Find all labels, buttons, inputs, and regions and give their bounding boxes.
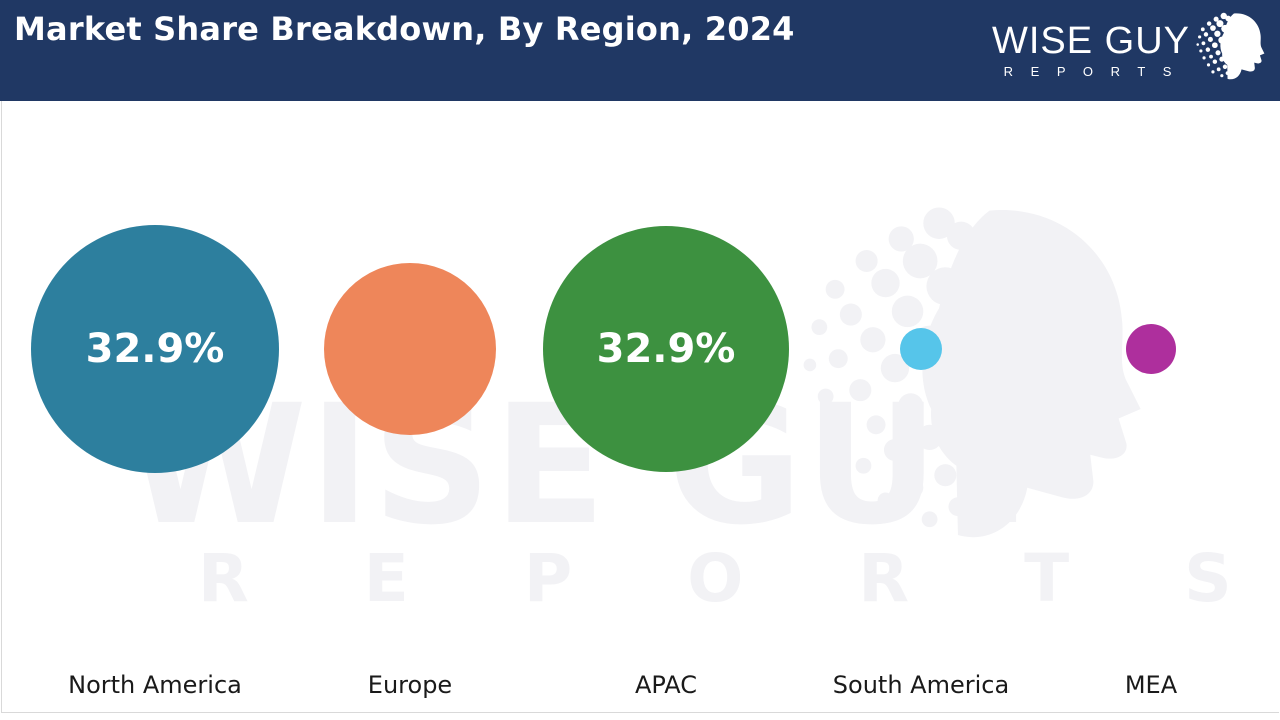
page-title: Market Share Breakdown, By Region, 2024 (14, 10, 795, 48)
bubble-europe (324, 263, 496, 435)
bubble-value-apac: 32.9% (596, 326, 736, 372)
bubble-value-north-america: 32.9% (85, 326, 225, 372)
header: Market Share Breakdown, By Region, 2024 … (0, 0, 1280, 101)
category-label-europe: Europe (367, 671, 453, 699)
wiseguy-head-icon (1196, 12, 1265, 80)
wiseguy-logo: WISE GUY R E P O R T S (992, 4, 1272, 94)
watermark-head-icon (803, 207, 1141, 538)
bubble-north-america: 32.9% (31, 225, 279, 473)
bubble-mea (1126, 324, 1176, 374)
logo-wordmark: WISE GUY (991, 19, 1190, 62)
logo-subtitle: R E P O R T S (1003, 63, 1179, 79)
bubble-apac: 32.9% (543, 226, 789, 472)
category-label-mea: MEA (1124, 671, 1178, 699)
category-label-north-america: North America (68, 671, 242, 699)
category-label-apac: APAC (634, 671, 698, 699)
bubble-south-america (900, 328, 942, 370)
logo-text: WISE GUY R E P O R T S (992, 20, 1190, 79)
category-label-south-america: South America (832, 671, 1010, 699)
